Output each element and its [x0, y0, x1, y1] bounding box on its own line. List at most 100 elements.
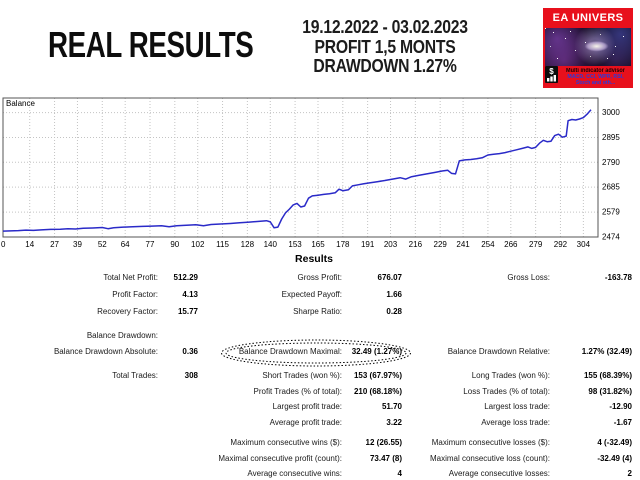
stat-value: 2: [627, 469, 632, 478]
stat-value: 4: [397, 469, 402, 478]
chart-series-label: Balance: [6, 99, 35, 108]
x-axis-tick-label: 102: [191, 240, 205, 249]
y-axis-tick-label: 2685: [602, 183, 620, 192]
stat-label: [0, 451, 158, 467]
stat-label: Balance Drawdown Absolute:: [53, 346, 158, 356]
x-axis-tick-label: 64: [121, 240, 130, 249]
stat-value: 32.49 (1.27%): [351, 346, 402, 356]
logo-banner-title: EA UNIVERS: [552, 12, 624, 24]
y-axis-tick-label: 2895: [602, 133, 620, 142]
stat-value: 98 (31.82%): [588, 386, 632, 396]
stat-value: -32.49 (4): [597, 453, 632, 463]
stars-decoration: [545, 28, 546, 29]
table-row: Profit Factor: 4.13 Expected Payoff: 1.66: [0, 286, 640, 303]
stat-label: Average consecutive wins:: [247, 469, 342, 478]
stat-label: Gross Profit:: [297, 273, 342, 282]
x-axis-tick-label: 14: [25, 240, 34, 249]
galaxy-image: [545, 28, 631, 66]
stat-label: [0, 399, 158, 415]
balance-chart-svg: Balance 0 14 27 39 52 64 77 90 102 115 128 140 153 165…: [1, 97, 620, 249]
period-drawdown: DRAWDOWN 1.27%: [313, 55, 457, 76]
x-axis-tick-label: 153: [288, 240, 302, 249]
stat-value: -1.67: [613, 417, 632, 427]
stat-value: 1.27% (32.49): [581, 346, 632, 356]
period-dates: 19.12.2022 - 03.02.2023: [302, 16, 468, 37]
stat-label: Maximum consecutive wins ($):: [230, 438, 342, 447]
table-row: Total Trades: 308 Short Trades (won %): 153…: [0, 368, 640, 384]
stat-value: 210 (68.18%): [353, 386, 402, 396]
stat-value: 12 (26.55): [365, 438, 402, 447]
svg-text:$: $: [549, 67, 554, 76]
x-axis-tick-label: 203: [384, 240, 398, 249]
stat-value: 308: [184, 371, 198, 380]
stat-label: Balance Drawdown Relative:: [447, 346, 550, 356]
stat-value: -12.90: [609, 402, 632, 411]
stat-value: 155 (68.39%): [583, 371, 632, 380]
page-title: REAL RESULTS: [48, 24, 254, 65]
stat-label: Expected Payoff:: [281, 290, 342, 299]
stat-label: [0, 415, 158, 431]
logo-text-lines: Multi indicator advisor MACD, CCI, WPR, …: [560, 68, 631, 86]
balance-line: [2, 109, 592, 232]
stat-value: [158, 466, 198, 480]
stat-label: Profit Trades (% of total):: [253, 386, 342, 396]
stat-label: [402, 303, 550, 320]
period-profit: PROFIT 1,5 MONTS: [314, 35, 456, 57]
stat-value: [550, 286, 632, 303]
stat-value: -163.78: [604, 273, 632, 282]
results-section-streaks: Maximum consecutive wins ($): 12 (26.55) M…: [0, 435, 640, 480]
y-axis-tick-label: 3000: [602, 108, 620, 117]
stat-value: 73.47 (8): [369, 453, 402, 463]
y-axis-tick-label: 2790: [602, 158, 620, 167]
ea-univers-logo[interactable]: EA UNIVERS $ Multi indicator advisor MAC…: [543, 8, 633, 88]
stat-value: [158, 435, 198, 451]
stat-label: Recovery Factor:: [97, 307, 158, 316]
stat-value: 15.77: [177, 307, 198, 316]
table-row: Recovery Factor: 15.77 Sharpe Ratio: 0.28: [0, 303, 640, 320]
x-axis-tick-label: 191: [361, 240, 375, 249]
stat-label: Maximal consecutive loss (count):: [429, 453, 550, 463]
x-axis-tick-label: 229: [434, 240, 448, 249]
x-axis-tick-label: 128: [241, 240, 255, 249]
stat-value: [158, 384, 198, 400]
results-heading: Results: [295, 253, 333, 265]
stat-value: [158, 399, 198, 415]
x-axis-tick-label: 77: [146, 240, 155, 249]
table-row: Maximum consecutive wins ($): 12 (26.55) M…: [0, 435, 640, 451]
x-axis-tick-label: 254: [481, 240, 495, 249]
stat-label: [0, 466, 158, 480]
stat-value: [158, 451, 198, 467]
stat-value: 512.29: [173, 273, 198, 282]
stat-label: Loss Trades (% of total):: [463, 386, 550, 396]
logo-indicators-line1: MACD, CCI, WPR, RSI,: [567, 74, 624, 80]
stat-label: Largest profit trade:: [272, 402, 342, 411]
stat-value: 1.66: [386, 290, 402, 299]
stat-value: [158, 328, 198, 344]
stat-label: Balance Drawdown Maximal:: [238, 346, 342, 356]
x-axis-tick-label: 27: [50, 240, 59, 249]
table-row: Profit Trades (% of total): 210 (68.18%) L…: [0, 384, 640, 400]
logo-tagline: Multi indicator advisor: [566, 68, 625, 74]
stat-label: Balance Drawdown:: [86, 331, 158, 340]
stat-label: Short Trades (won %):: [262, 371, 342, 380]
results-table-wrap: Results Total Net Profit: 512.29 Gross Pro…: [0, 253, 640, 480]
stat-value: [550, 328, 632, 344]
stat-value: [158, 415, 198, 431]
stat-label: Maximal consecutive profit (count):: [218, 453, 342, 463]
stat-value: [550, 303, 632, 320]
stat-value: 0.36: [182, 346, 198, 356]
results-section-summary: Total Net Profit: 512.29 Gross Profit: 676.…: [0, 269, 640, 320]
x-axis-tick-label: 304: [577, 240, 591, 249]
stat-label: Average consecutive losses:: [448, 469, 550, 478]
stat-label: Total Trades:: [112, 371, 158, 380]
plot-border: [2, 97, 599, 238]
stat-label: Long Trades (won %):: [471, 371, 550, 380]
x-axis-tick-label: 292: [554, 240, 568, 249]
logo-footer: $ Multi indicator advisor MACD, CCI, WPR…: [543, 66, 633, 88]
x-axis-tick-label: 279: [529, 240, 543, 249]
x-axis-tick-label: 90: [170, 240, 179, 249]
stat-value: 0.28: [386, 307, 402, 316]
stat-label: Largest loss trade:: [484, 402, 550, 411]
table-row: Largest profit trade: 51.70 Largest loss t…: [0, 399, 640, 415]
